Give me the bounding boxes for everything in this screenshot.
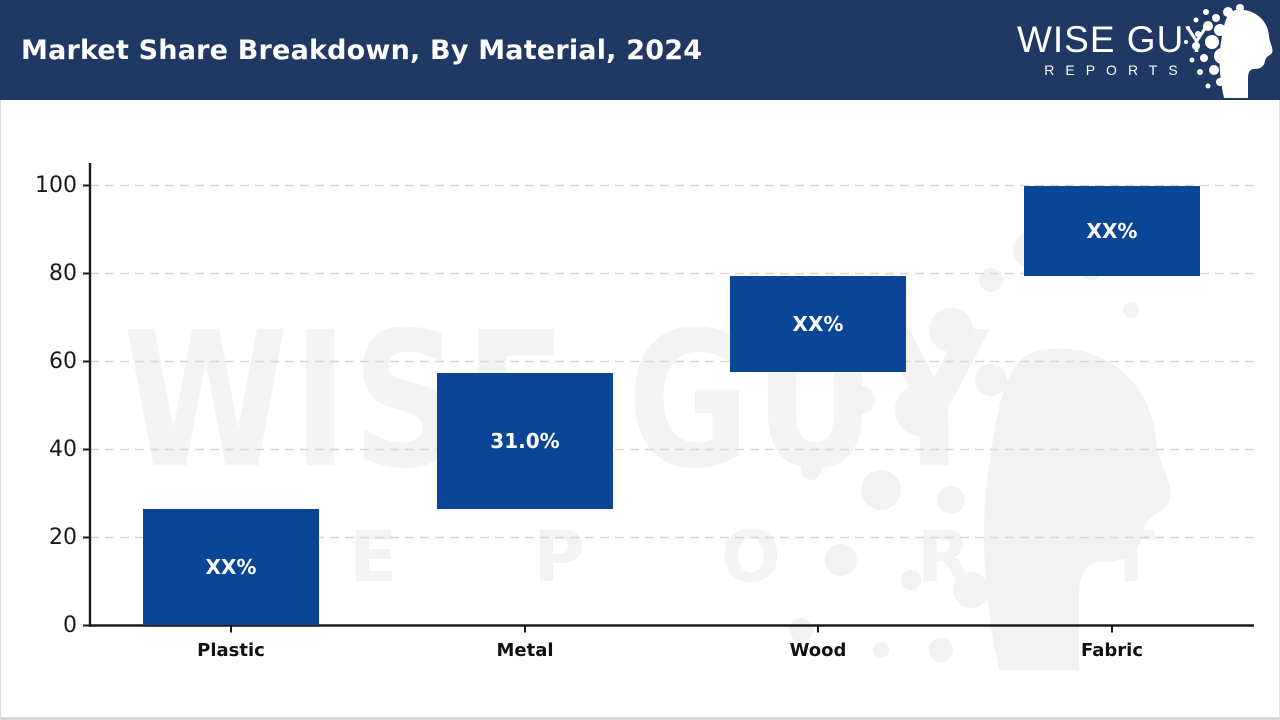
y-tick-label-80: 80 xyxy=(49,260,77,286)
y-tick-label-20: 20 xyxy=(49,524,77,550)
header: Market Share Breakdown, By Material, 202… xyxy=(0,0,1280,100)
y-tick-label-40: 40 xyxy=(49,436,77,462)
logo-text: WISE GUY REPORTS xyxy=(1016,19,1210,79)
x-tick-label-fabric: Fabric xyxy=(1081,639,1143,661)
x-tick-label-plastic: Plastic xyxy=(197,639,265,661)
bar-metal: 31.0% xyxy=(437,372,613,509)
bar-value-label-fabric: XX% xyxy=(1086,218,1138,243)
chart-title: Market Share Breakdown, By Material, 202… xyxy=(21,34,703,66)
bar-value-label-metal: 31.0% xyxy=(490,428,560,453)
x-tick-label-metal: Metal xyxy=(496,639,554,661)
logo-wordmark: WISE GUY xyxy=(1016,19,1210,60)
wise-guy-logo: WISE GUY REPORTS xyxy=(1016,0,1273,100)
bar-wood: XX% xyxy=(730,275,906,373)
bar-value-label-plastic: XX% xyxy=(205,555,257,580)
y-tick-label-0: 0 xyxy=(63,612,77,638)
y-tick-label-100: 100 xyxy=(35,172,77,198)
x-tick-label-wood: Wood xyxy=(789,639,847,661)
bar-value-label-wood: XX% xyxy=(792,312,844,337)
logo-subtext: REPORTS xyxy=(1044,62,1189,78)
logo-face-icon xyxy=(1184,4,1273,98)
bars-layer: 0 20 40 60 80 100 XX% Plastic 31.0% Metal XX% Wood X… xyxy=(1,100,1280,720)
bar-fabric: XX% xyxy=(1024,185,1200,276)
bar-plastic: XX% xyxy=(143,508,319,626)
y-tick-label-60: 60 xyxy=(49,348,77,374)
